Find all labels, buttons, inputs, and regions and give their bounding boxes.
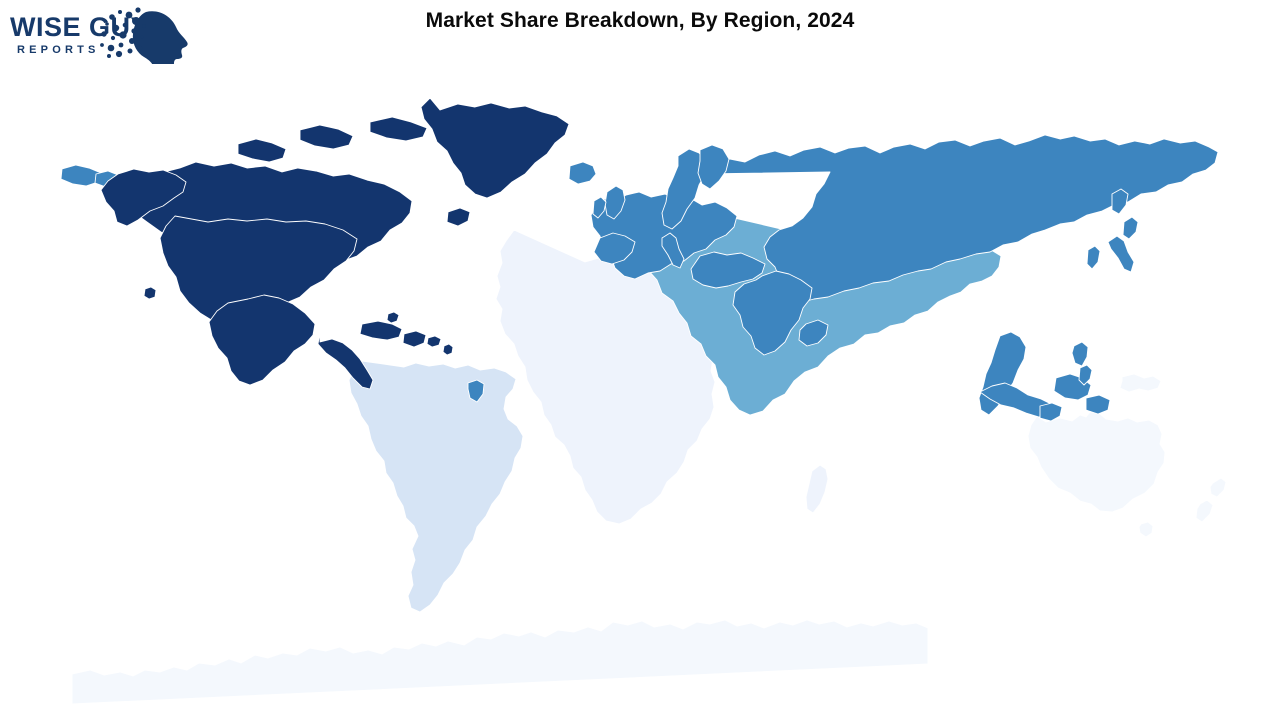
logo-line2: REPORTS bbox=[17, 44, 100, 56]
head-profile-dots-icon bbox=[100, 7, 188, 64]
region-europe bbox=[61, 135, 1218, 421]
chart-title: Market Share Breakdown, By Region, 2024 bbox=[425, 9, 855, 32]
region-south-america bbox=[349, 361, 523, 612]
region-middle-east-africa bbox=[496, 230, 828, 524]
world-choropleth-map bbox=[0, 46, 1280, 720]
company-logo: WISE GUY REPORTS bbox=[8, 4, 208, 64]
territory-french-guiana bbox=[468, 380, 484, 402]
region-north-america bbox=[101, 98, 569, 389]
